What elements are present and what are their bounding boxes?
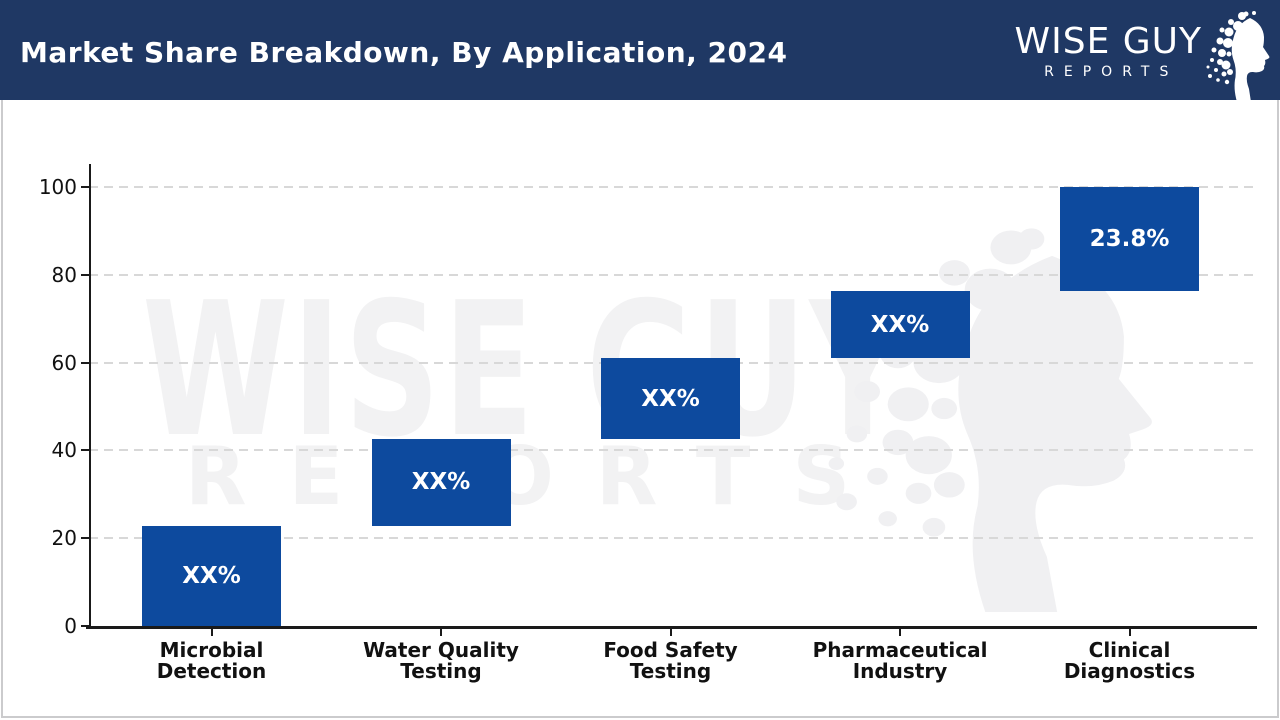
bar-value-label: XX% (411, 469, 471, 496)
bar-value-label: 23.8% (1089, 226, 1170, 253)
x-axis-category-label: Water Quality Testing (331, 640, 551, 682)
x-axis-category-line: Diagnostics (1063, 659, 1196, 683)
x-axis-tick (1128, 629, 1131, 636)
bar: XX% (830, 291, 970, 359)
logo-head-icon (1206, 11, 1270, 102)
x-axis-tick (210, 629, 213, 636)
y-axis-tick-label: 60 (51, 350, 77, 375)
bar: XX% (371, 438, 511, 526)
logo-wordmark: WISE GUY (1014, 21, 1202, 62)
x-axis-category-line: Detection (156, 659, 267, 683)
x-axis-category-line: Water Quality (363, 638, 519, 662)
x-axis-category-label: Microbial Detection (102, 640, 322, 682)
x-axis-spine (86, 626, 1257, 629)
logo: WISE GUY REPORTS (1015, 6, 1272, 102)
y-axis-tick (81, 273, 89, 276)
x-axis-category-line: Testing (400, 659, 482, 683)
x-axis-category-line: Testing (629, 659, 712, 683)
bar: XX% (142, 525, 281, 626)
page-title: Market Share Breakdown, By Application, … (20, 36, 788, 69)
grid-line (89, 273, 1257, 276)
y-axis-tick (81, 361, 89, 364)
grid-line (89, 186, 1257, 188)
x-axis-category-line: Industry (852, 659, 948, 683)
y-axis-tick-label: 100 (38, 175, 77, 199)
x-axis-category-line: Microbial (159, 638, 264, 662)
y-axis-tick (81, 449, 89, 452)
x-axis-tick (899, 629, 901, 636)
y-axis-tick (81, 186, 89, 188)
logo-subtext: REPORTS (1044, 64, 1179, 80)
bar: 23.8% (1060, 187, 1199, 292)
x-axis-tick (440, 629, 442, 636)
x-axis-category-line: Pharmaceutical (812, 638, 988, 662)
x-axis-category-label: Food Safety Testing (561, 640, 781, 682)
y-axis-tick (81, 625, 89, 627)
x-axis-tick (669, 629, 672, 636)
x-axis-category-label: Pharmaceutical Industry (790, 640, 1010, 682)
y-axis-tick-label: 40 (51, 438, 77, 463)
y-axis-tick (81, 537, 89, 540)
grid-line (89, 449, 1257, 452)
x-axis-category-label: Clinical Diagnostics (1020, 640, 1240, 682)
x-axis-category-line: Clinical (1088, 638, 1171, 662)
bar-value-label: XX% (641, 385, 700, 412)
bar: XX% (601, 358, 740, 439)
bar-value-label: XX% (870, 311, 930, 338)
bar-value-label: XX% (182, 562, 241, 589)
header-bar: Market Share Breakdown, By Application, … (0, 0, 1280, 102)
y-axis-tick-label: 0 (64, 614, 77, 638)
y-axis-spine (89, 164, 91, 628)
x-axis-category-line: Food Safety (603, 638, 738, 662)
grid-line (89, 537, 1257, 540)
y-axis-tick-label: 80 (51, 262, 77, 287)
y-axis-tick-label: 20 (51, 526, 77, 551)
logo-text: WISE GUY REPORTS (1014, 21, 1203, 81)
